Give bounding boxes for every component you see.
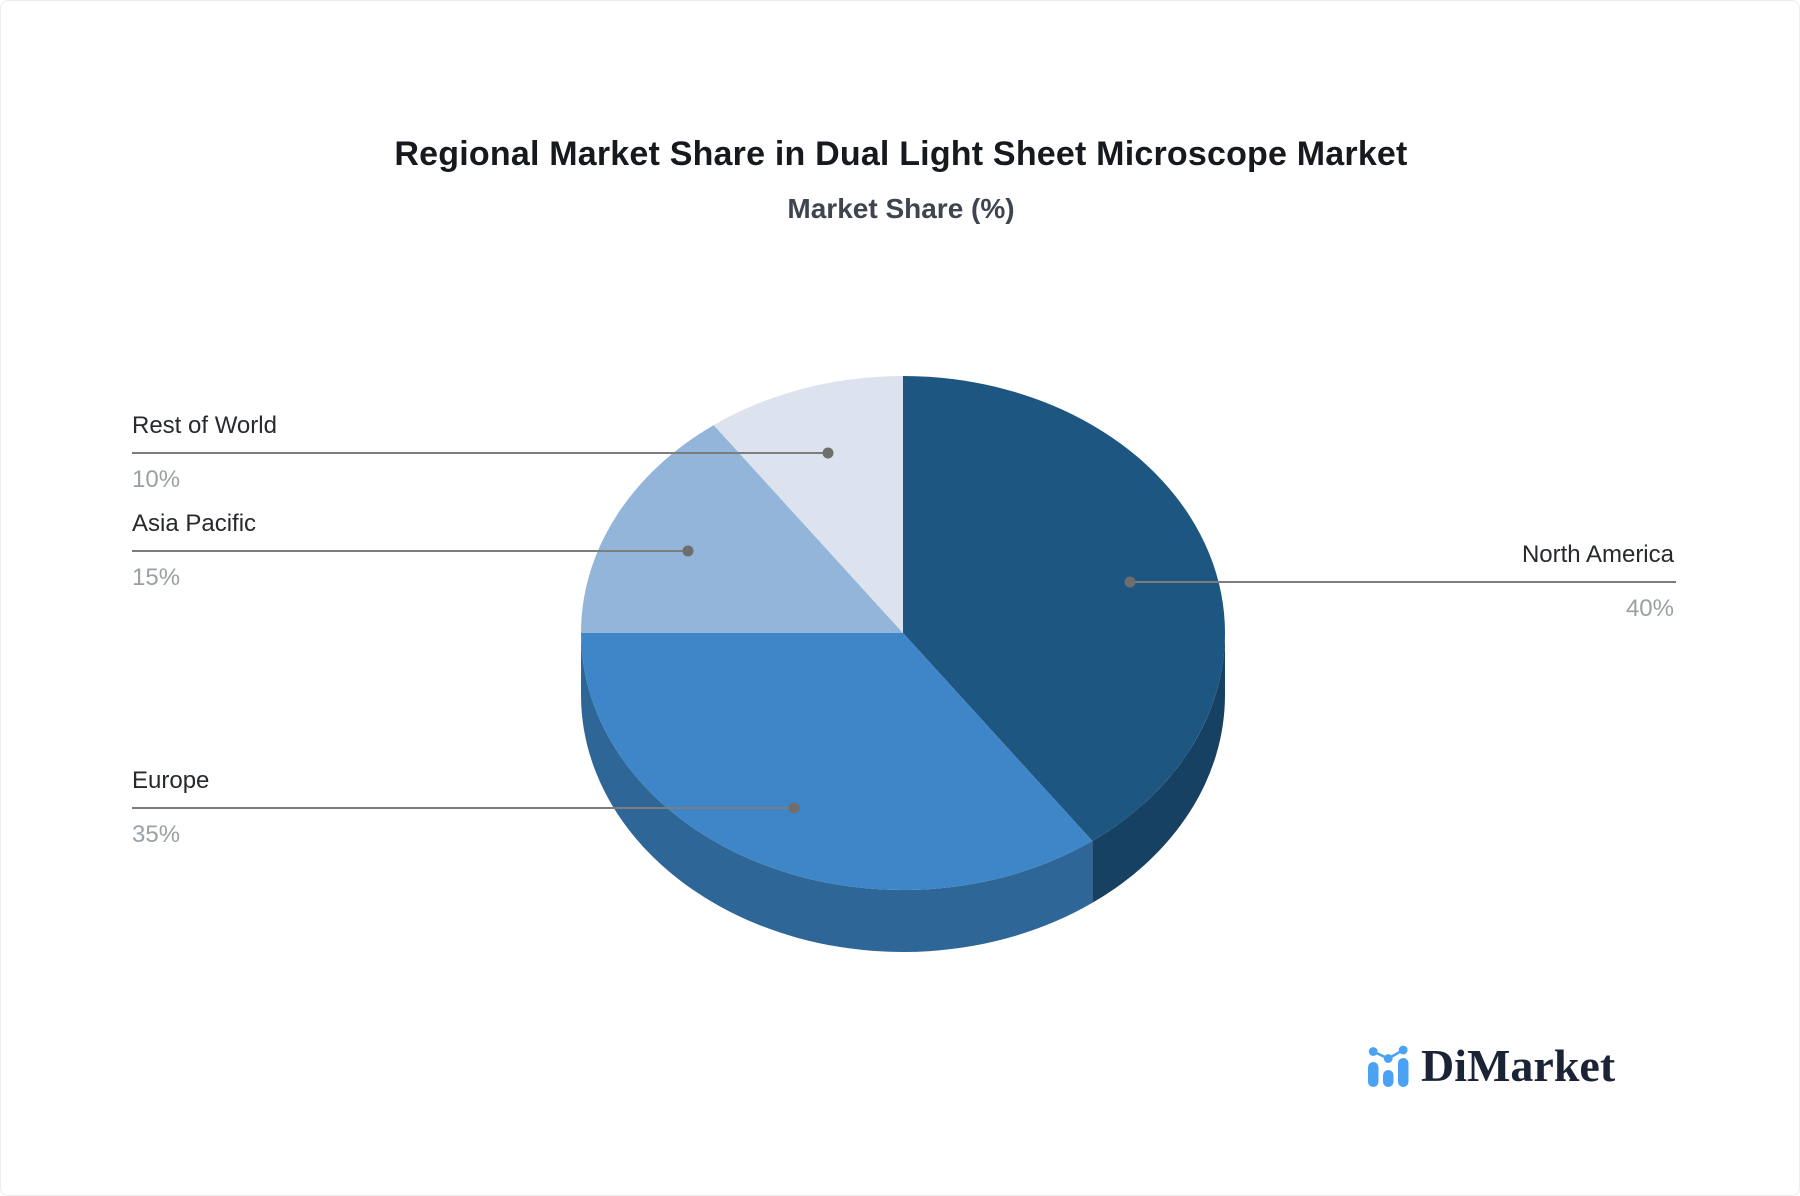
pie-slice-north-america [903,376,1225,841]
callout-value: 35% [132,821,181,848]
logo-text: DiMarket [1421,1040,1616,1091]
callout-value: 40% [1625,595,1674,622]
pie-slice-rest-of-world [713,376,903,633]
bar-chart-trend-icon [1368,1045,1409,1087]
leader-dot-north-america [1124,576,1136,588]
callout-name: North America [1521,541,1674,568]
callout-name: Rest of World [132,412,277,439]
callout-rest-of-world: Rest of World 10% [132,411,532,501]
pie-wall-north-america [1092,633,1225,903]
callout-value: 10% [132,466,181,493]
chart-title: Regional Market Share in Dual Light Shee… [394,135,1408,173]
pie-slice-europe [581,633,1093,890]
callout-north-america: North America 40% [1274,540,1674,630]
pie-wall-europe [581,633,1093,952]
leader-dot-asia-pacific [682,545,694,557]
pie-slice-asia-pacific [581,425,903,633]
callout-asia-pacific: Asia Pacific 15% [132,509,532,599]
chart-subtitle: Market Share (%) [787,193,1015,224]
dimarket-logo: DiMarket [1367,1043,1615,1089]
callout-name: Asia Pacific [132,510,257,537]
callout-value: 15% [132,564,181,591]
callout-name: Europe [132,767,210,794]
leader-dot-rest-of-world [822,447,834,459]
leader-dot-europe [788,802,800,814]
callout-europe: Europe 35% [132,766,532,856]
